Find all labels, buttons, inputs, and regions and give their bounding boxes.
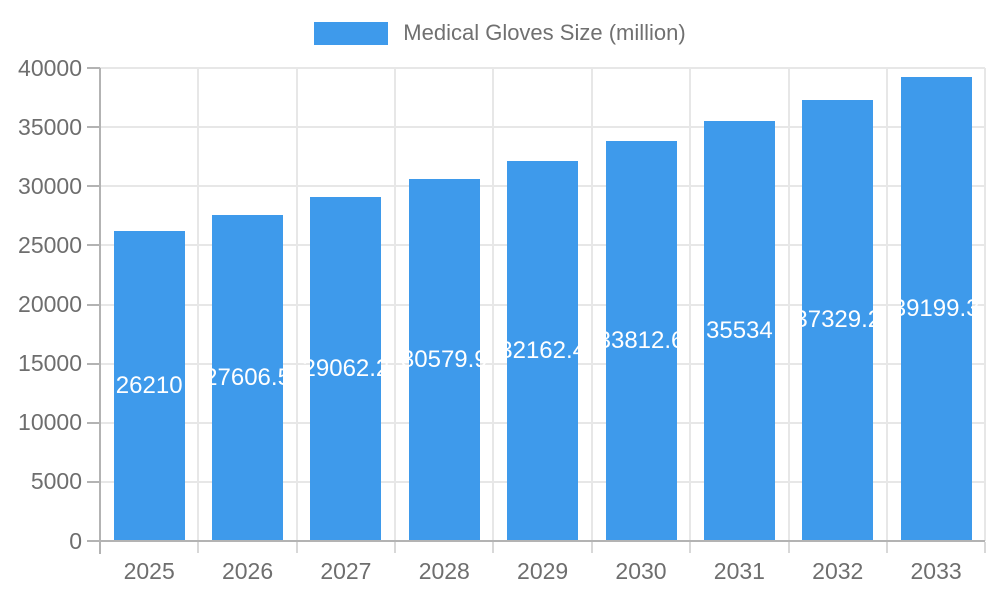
x-tick-mark (197, 542, 200, 553)
bar-value-label: 26210 (115, 372, 183, 400)
x-tick-mark (492, 542, 495, 553)
legend-label: Medical Gloves Size (million) (403, 20, 686, 45)
v-gridline (689, 68, 692, 541)
bar-value-label: 30579.9 (400, 346, 488, 374)
bar-2033: 39199.3 (893, 77, 979, 541)
y-tick-label: 30000 (18, 172, 82, 199)
bar-value-label: 37329.2 (794, 306, 882, 334)
x-tick-label: 2025 (123, 558, 175, 584)
bar-2026: 27606.5 (204, 214, 291, 541)
x-tick-mark (689, 542, 692, 553)
y-tick-label: 5000 (30, 468, 82, 495)
y-axis-line (99, 68, 101, 554)
v-gridline (492, 68, 495, 541)
v-gridline (394, 68, 397, 541)
x-tick-mark (295, 542, 298, 553)
v-gridline (197, 68, 200, 541)
x-tick-label: 2028 (418, 558, 470, 584)
y-tick-mark (87, 126, 100, 129)
x-tick-mark (787, 542, 790, 553)
h-gridline (100, 126, 986, 129)
h-gridline (100, 67, 986, 69)
x-tick-label: 2033 (910, 558, 962, 584)
v-gridline (984, 68, 987, 541)
y-tick-mark (87, 480, 100, 483)
x-tick-mark (590, 542, 593, 553)
x-tick-label: 2031 (713, 558, 765, 584)
x-tick-mark (984, 542, 987, 553)
y-tick-mark (87, 421, 100, 424)
bar-value-label: 35534 (706, 316, 773, 344)
y-tick-mark (87, 362, 100, 365)
y-tick-mark (87, 185, 100, 188)
bar-value-label: 39199.3 (892, 295, 980, 323)
x-tick-mark (394, 542, 397, 553)
bar-value-label: 33812.6 (597, 327, 685, 355)
y-tick-label: 35000 (18, 113, 82, 140)
y-tick-label: 20000 (18, 291, 82, 317)
bar-value-label: 27606.5 (204, 363, 291, 391)
bar-2031: 35534 (703, 120, 775, 541)
x-axis-line (88, 540, 986, 542)
bar-value-label: 32162.4 (499, 336, 587, 364)
v-gridline (885, 68, 888, 541)
y-tick-mark (87, 303, 100, 306)
x-tick-label: 2030 (615, 558, 667, 584)
v-gridline (787, 68, 790, 541)
x-tick-label: 2029 (517, 558, 569, 584)
legend: Medical Gloves Size (million) (0, 21, 1000, 45)
y-tick-label: 15000 (18, 350, 82, 377)
bar-2029: 32162.4 (499, 160, 586, 541)
x-tick-label: 2027 (320, 558, 372, 584)
x-tick-label: 2032 (812, 558, 864, 584)
bar-2030: 33812.6 (598, 141, 684, 541)
v-gridline (590, 68, 593, 541)
bar-value-label: 29062.2 (302, 355, 390, 383)
bar-2032: 37329.2 (794, 99, 881, 541)
bar-2028: 30579.9 (401, 179, 488, 541)
y-tick-mark (87, 67, 100, 69)
legend-swatch (314, 21, 389, 45)
y-tick-label: 25000 (18, 231, 82, 258)
bar-2025: 26210 (113, 231, 185, 541)
x-tick-mark (885, 542, 888, 553)
y-tick-label: 0 (69, 527, 82, 554)
y-tick-mark (87, 244, 100, 247)
x-tick-label: 2026 (221, 558, 274, 584)
y-tick-label: 10000 (18, 409, 82, 436)
y-tick-label: 40000 (18, 54, 82, 81)
v-gridline (295, 68, 298, 541)
bar-2027: 29062.2 (303, 197, 389, 541)
